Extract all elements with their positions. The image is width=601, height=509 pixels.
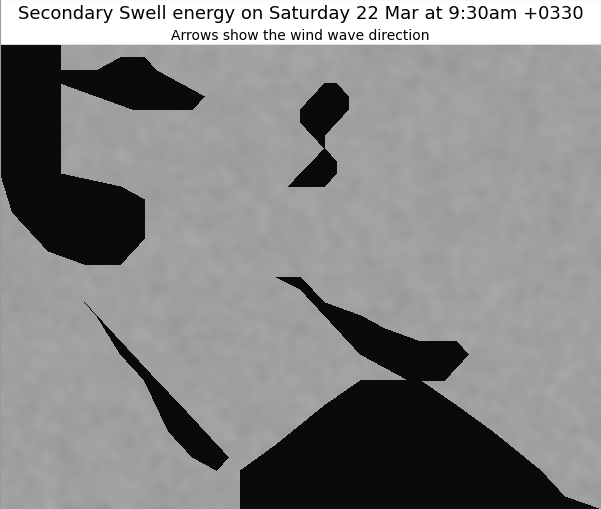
Text: Secondary Swell energy on Saturday 22 Mar at 9:30am +0330: Secondary Swell energy on Saturday 22 Ma… — [17, 5, 584, 23]
Text: Arrows show the wind wave direction: Arrows show the wind wave direction — [171, 29, 430, 43]
